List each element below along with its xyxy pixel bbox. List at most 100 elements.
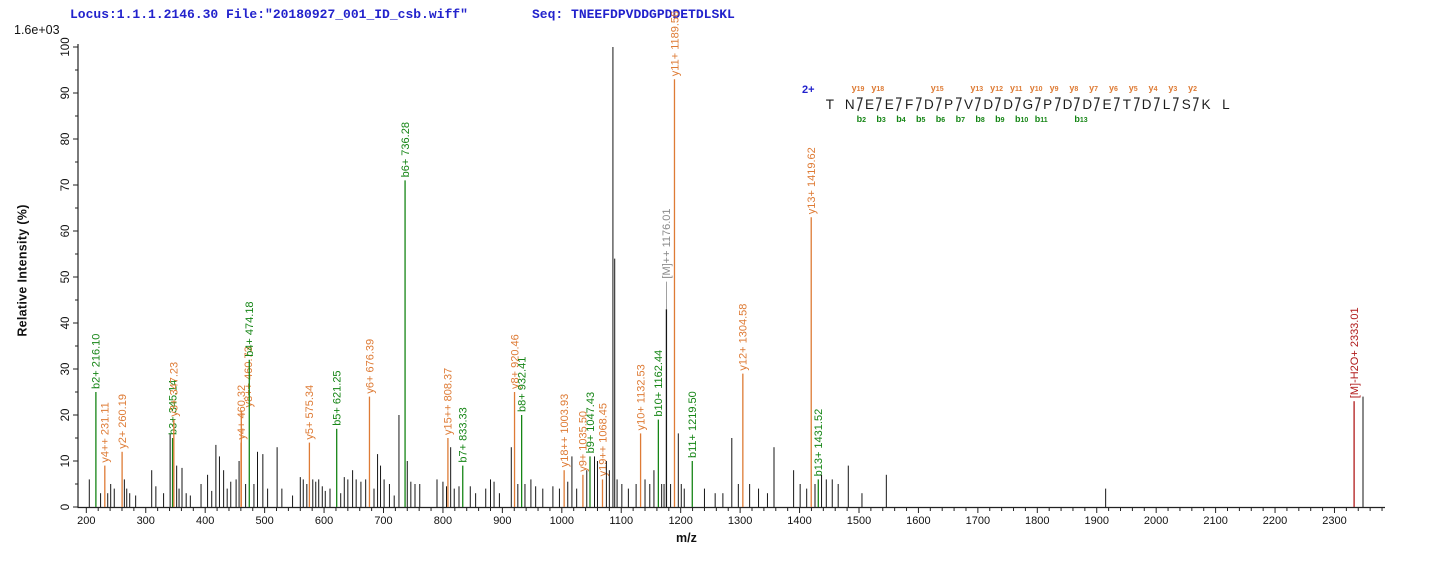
residue-letter: G	[1022, 97, 1034, 112]
peak-label: y18++ 1003.93	[559, 394, 571, 467]
peak-label: b10+ 1162.44	[653, 350, 665, 417]
residue-letter: K	[1201, 97, 1211, 112]
peak-label: [M]++ 1176.01	[661, 208, 673, 278]
residue-letter: S	[1181, 97, 1191, 112]
cleavage-marker-icon	[1073, 95, 1082, 115]
b-ion-label: b9	[995, 114, 1005, 124]
residue-letter: D	[983, 97, 994, 112]
peak-label: b4+ 474.18	[244, 301, 256, 356]
x-tick-label: 1900	[1084, 515, 1108, 527]
residue-letter: E	[884, 97, 894, 112]
residue-letter: E	[1102, 97, 1112, 112]
peak-label: y15++ 808.37	[443, 368, 455, 435]
intensity-scale-label: 1.6e+03	[14, 23, 60, 37]
x-tick-label: 1500	[847, 515, 871, 527]
peak-label: b3+ 345.14	[167, 380, 179, 435]
b-ion-label: b5	[915, 114, 926, 124]
cleavage-marker-icon	[856, 95, 865, 115]
y-tick-label: 0	[60, 504, 72, 510]
x-tick-label: 200	[77, 515, 95, 527]
peak-label: b5+ 621.25	[331, 370, 343, 425]
peak-label: y11+ 1189.56	[669, 11, 681, 76]
y-ion-label: y9	[1049, 83, 1059, 93]
cleavage-marker-icon	[1172, 95, 1181, 115]
peak-label: y5+ 575.34	[304, 385, 316, 440]
residue-cell: y5 D	[1129, 83, 1157, 115]
y-ion-label: y5	[1128, 83, 1138, 93]
locus-file-label: Locus:1.1.1.2146.30 File:"20180927_001_I…	[70, 7, 468, 22]
peak-label: b8+ 932.41	[516, 357, 528, 412]
x-tick-label: 1200	[668, 515, 692, 527]
residue-letter: L	[1162, 97, 1171, 112]
residue-letter: N	[844, 97, 855, 112]
peak-label: y19++ 1068.45	[597, 403, 609, 476]
b-ion-label: b11	[1034, 114, 1048, 124]
y-tick-label: 90	[60, 87, 72, 100]
y-ion-label: y12	[990, 83, 1003, 93]
b-ion-label: b3	[876, 114, 886, 124]
residue-letter: L	[1222, 97, 1230, 112]
residue-cell: y3 S	[1168, 83, 1196, 115]
b-ion-label: b2	[856, 114, 866, 124]
y-tick-label: 40	[60, 317, 72, 330]
cleavage-marker-icon	[974, 95, 983, 115]
peak-label: b13+ 1431.52	[813, 409, 825, 477]
cleavage-marker-icon	[1014, 95, 1023, 115]
x-tick-label: 1700	[966, 515, 990, 527]
cleavage-marker-icon	[955, 95, 964, 115]
y-ion-label: y7	[1089, 83, 1099, 93]
x-tick-label: 1300	[728, 515, 752, 527]
cleavage-marker-icon	[1192, 95, 1201, 115]
x-tick-label: 1100	[609, 515, 633, 527]
residue-cell: T	[820, 97, 840, 115]
y-tick-label: 60	[60, 225, 72, 238]
peak-label: b2+ 216.10	[91, 334, 103, 389]
y-ion-label: y19	[851, 83, 865, 93]
cleavage-marker-icon	[915, 95, 924, 115]
x-axis-title: m/z	[676, 531, 697, 545]
peak-label: [M]-H2O+ 2333.01	[1349, 307, 1361, 398]
residue-letter: T	[825, 97, 835, 112]
peptide-sequence-text: TNEEFDPVDDGPDDETDLSKL	[571, 7, 735, 22]
x-tick-label: 1400	[787, 515, 811, 527]
y-ion-label: y11	[1009, 83, 1023, 93]
cleavage-marker-icon	[1054, 95, 1063, 115]
sequence-header: Seq: TNEEFDPVDDGPDDETDLSKL	[532, 7, 735, 22]
y-ion-label: y10	[1029, 83, 1043, 93]
residue-cell: y6 T	[1109, 83, 1137, 115]
peak-label: y2+ 260.19	[117, 394, 129, 449]
x-tick-label: 300	[137, 515, 155, 527]
peak-label: b11+ 1219.50	[687, 391, 699, 458]
b-ion-label: b8	[975, 114, 985, 124]
peak-label: b6+ 736.28	[400, 122, 412, 177]
x-tick-label: 400	[196, 515, 214, 527]
x-tick-label: 1000	[550, 515, 574, 527]
residue-cell: y2 K	[1188, 83, 1216, 115]
x-tick-label: 900	[493, 515, 511, 527]
y-tick-label: 10	[60, 455, 72, 468]
peak-label: y4++ 231.11	[100, 402, 112, 462]
x-tick-label: 2100	[1203, 515, 1227, 527]
b-ion-label: b7	[955, 114, 965, 124]
residue-letter: P	[944, 97, 954, 112]
peak-label: b9+ 1047.43	[585, 392, 597, 453]
residue-letter: D	[924, 97, 934, 112]
peak-label: y8+ 920.46	[509, 334, 521, 389]
y-tick-label: 70	[60, 179, 72, 192]
cleavage-marker-icon	[1034, 95, 1043, 115]
b-ion-label: b6	[935, 114, 946, 124]
peak-label: y3+ 347.23	[169, 362, 181, 417]
y-ion-label: y13	[970, 83, 984, 93]
peak-label: y6+ 676.39	[364, 339, 376, 394]
y-ion-label: y4	[1148, 83, 1158, 93]
